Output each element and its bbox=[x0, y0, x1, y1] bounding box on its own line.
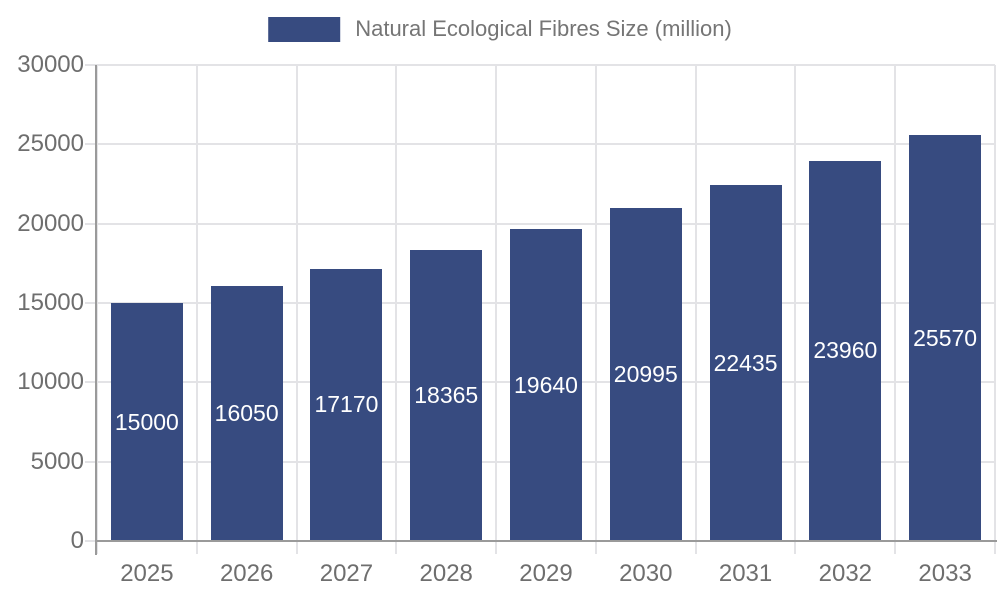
bar[interactable]: 15000 bbox=[110, 303, 183, 541]
bar[interactable]: 23960 bbox=[809, 160, 882, 541]
bar[interactable]: 16050 bbox=[210, 286, 283, 541]
y-tick-label: 0 bbox=[70, 527, 84, 554]
bar-value-label: 15000 bbox=[114, 408, 179, 435]
y-gridline bbox=[97, 143, 995, 146]
bar-value-label: 25570 bbox=[913, 324, 978, 351]
x-axis-tick bbox=[295, 542, 298, 554]
legend-label: Natural Ecological Fibres Size (million) bbox=[355, 16, 732, 41]
x-gridline bbox=[295, 65, 298, 541]
bar[interactable]: 18365 bbox=[410, 249, 483, 541]
y-tick-label: 15000 bbox=[17, 289, 84, 316]
x-tick-label: 2032 bbox=[818, 560, 873, 587]
x-tick-label: 2027 bbox=[319, 560, 374, 587]
bar-value-label: 19640 bbox=[514, 371, 578, 398]
x-axis-tick bbox=[395, 542, 398, 554]
x-axis-tick bbox=[694, 542, 697, 554]
x-gridline bbox=[594, 65, 597, 541]
y-tick-label: 5000 bbox=[30, 447, 84, 475]
legend-item[interactable]: Natural Ecological Fibres Size (million) bbox=[268, 16, 732, 42]
x-axis-tick bbox=[894, 542, 897, 554]
x-tick-label: 2025 bbox=[120, 560, 174, 587]
x-tick-label: 2030 bbox=[619, 560, 673, 587]
bar-value-label: 22435 bbox=[713, 349, 778, 376]
y-axis-line bbox=[95, 65, 97, 555]
y-axis-tick bbox=[85, 64, 97, 66]
x-axis-tick bbox=[495, 542, 498, 554]
bar[interactable]: 22435 bbox=[709, 185, 782, 541]
x-gridline bbox=[495, 65, 498, 541]
y-axis-tick bbox=[85, 302, 97, 304]
x-tick-label: 2029 bbox=[519, 560, 573, 587]
x-gridline bbox=[694, 65, 697, 541]
x-axis-line bbox=[95, 540, 997, 542]
bar-value-label: 16050 bbox=[214, 400, 279, 427]
x-tick-label: 2031 bbox=[718, 560, 773, 587]
y-tick-label: 20000 bbox=[17, 209, 84, 237]
bar[interactable]: 25570 bbox=[909, 135, 982, 541]
y-gridline bbox=[97, 222, 995, 225]
x-axis-tick bbox=[96, 542, 98, 554]
bar[interactable]: 20995 bbox=[609, 207, 682, 541]
x-axis-tick bbox=[195, 542, 198, 554]
x-gridline bbox=[395, 65, 398, 541]
bar-value-label: 20995 bbox=[613, 360, 678, 387]
y-axis-tick bbox=[85, 381, 97, 384]
plot-area: 0 5000 10000 15000 20000 25000 30000 15000 2025 1… bbox=[17, 51, 997, 587]
x-tick-label: 2033 bbox=[918, 560, 972, 587]
x-axis-tick bbox=[994, 542, 996, 554]
x-axis-tick bbox=[794, 542, 797, 554]
y-axis-tick bbox=[85, 222, 97, 225]
bar-value-label: 23960 bbox=[813, 337, 878, 364]
y-axis-tick bbox=[85, 143, 97, 146]
y-tick-label: 25000 bbox=[17, 130, 84, 158]
bar[interactable]: 17170 bbox=[310, 268, 383, 541]
x-gridline bbox=[994, 65, 996, 541]
bar[interactable]: 19640 bbox=[510, 229, 582, 541]
y-gridline bbox=[97, 64, 995, 66]
y-tick-label: 10000 bbox=[17, 368, 84, 396]
y-axis-tick bbox=[85, 540, 97, 542]
x-tick-label: 2026 bbox=[219, 560, 274, 587]
y-axis-tick bbox=[85, 460, 97, 463]
x-gridline bbox=[894, 65, 897, 541]
legend-swatch bbox=[268, 16, 341, 42]
x-tick-label: 2028 bbox=[419, 560, 473, 587]
x-axis-tick bbox=[594, 542, 597, 554]
x-gridline bbox=[96, 65, 98, 541]
y-tick-label: 30000 bbox=[17, 51, 84, 78]
x-gridline bbox=[195, 65, 198, 541]
bar-value-label: 18365 bbox=[414, 381, 479, 408]
x-gridline bbox=[794, 65, 797, 541]
bar-value-label: 17170 bbox=[314, 391, 379, 418]
